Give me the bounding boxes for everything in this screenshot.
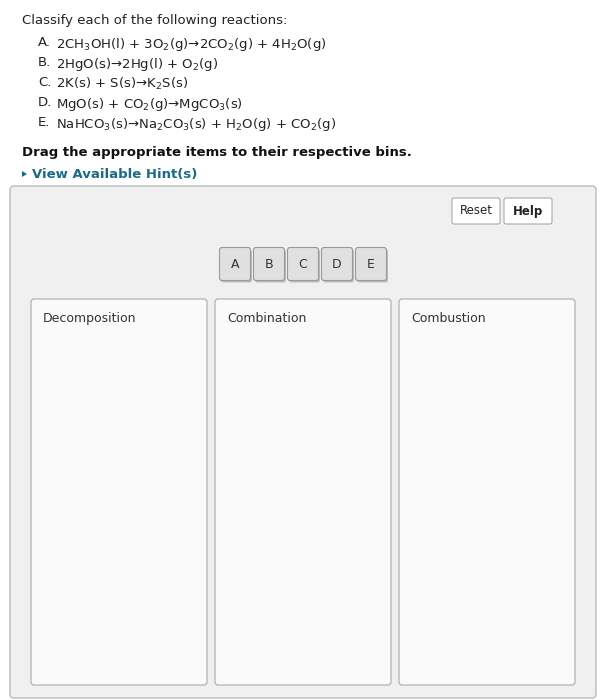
FancyBboxPatch shape: [31, 299, 207, 685]
Text: D.: D.: [38, 96, 52, 109]
Text: Decomposition: Decomposition: [43, 312, 136, 325]
FancyBboxPatch shape: [356, 248, 387, 281]
FancyBboxPatch shape: [323, 249, 354, 283]
Text: A.: A.: [38, 36, 51, 49]
Text: MgO(s) + CO$_2$(g)→MgCO$_3$(s): MgO(s) + CO$_2$(g)→MgCO$_3$(s): [56, 96, 243, 113]
FancyBboxPatch shape: [357, 249, 388, 283]
Text: View Available Hint(s): View Available Hint(s): [32, 168, 198, 181]
Text: D: D: [332, 258, 342, 270]
FancyBboxPatch shape: [10, 186, 596, 698]
Text: Classify each of the following reactions:: Classify each of the following reactions…: [22, 14, 287, 27]
Text: Help: Help: [513, 204, 543, 218]
FancyBboxPatch shape: [287, 248, 319, 281]
Text: Reset: Reset: [459, 204, 493, 218]
Text: E: E: [367, 258, 375, 270]
FancyBboxPatch shape: [253, 248, 284, 281]
Text: E.: E.: [38, 116, 50, 129]
Text: C.: C.: [38, 76, 52, 89]
FancyBboxPatch shape: [215, 299, 391, 685]
Text: 2CH$_3$OH(l) + 3O$_2$(g)→2CO$_2$(g) + 4H$_2$O(g): 2CH$_3$OH(l) + 3O$_2$(g)→2CO$_2$(g) + 4H…: [56, 36, 327, 53]
Polygon shape: [22, 171, 27, 177]
Text: B.: B.: [38, 56, 52, 69]
FancyBboxPatch shape: [504, 198, 552, 224]
FancyBboxPatch shape: [399, 299, 575, 685]
Text: A: A: [231, 258, 239, 270]
FancyBboxPatch shape: [219, 248, 250, 281]
Text: Drag the appropriate items to their respective bins.: Drag the appropriate items to their resp…: [22, 146, 412, 159]
Text: 2K(s) + S(s)→K$_2$S(s): 2K(s) + S(s)→K$_2$S(s): [56, 76, 188, 92]
FancyBboxPatch shape: [255, 249, 286, 283]
Text: NaHCO$_3$(s)→Na$_2$CO$_3$(s) + H$_2$O(g) + CO$_2$(g): NaHCO$_3$(s)→Na$_2$CO$_3$(s) + H$_2$O(g)…: [56, 116, 336, 133]
Text: B: B: [265, 258, 273, 270]
FancyBboxPatch shape: [221, 249, 252, 283]
Text: 2HgO(s)→2Hg(l) + O$_2$(g): 2HgO(s)→2Hg(l) + O$_2$(g): [56, 56, 218, 73]
FancyBboxPatch shape: [322, 248, 353, 281]
FancyBboxPatch shape: [289, 249, 320, 283]
Text: C: C: [299, 258, 307, 270]
Text: Combustion: Combustion: [411, 312, 485, 325]
Text: Combination: Combination: [227, 312, 307, 325]
FancyBboxPatch shape: [452, 198, 500, 224]
